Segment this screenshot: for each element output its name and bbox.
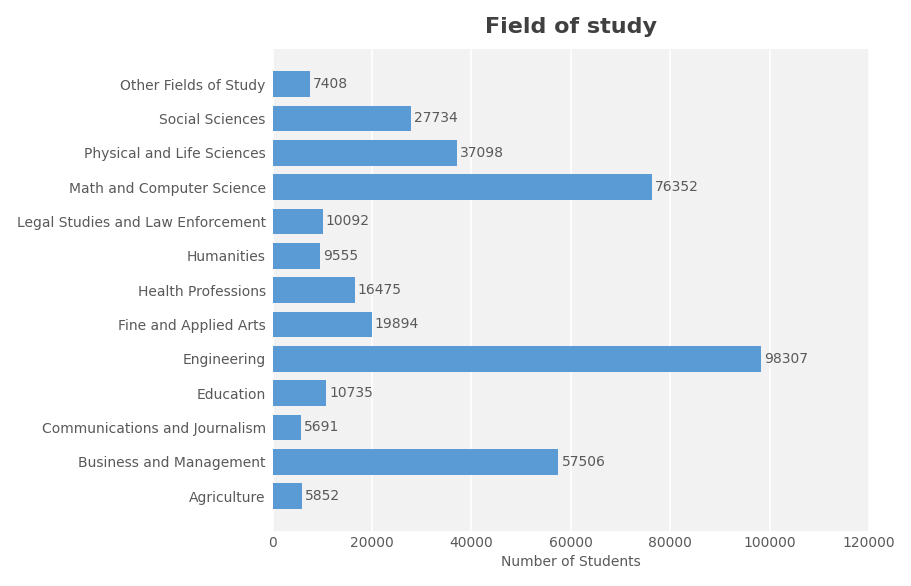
Bar	[272, 380, 326, 406]
Bar	[272, 243, 320, 268]
Bar	[272, 483, 302, 509]
Text: 37098: 37098	[459, 146, 504, 160]
Bar	[272, 209, 322, 234]
Bar	[272, 174, 651, 200]
Text: 5852: 5852	[304, 489, 340, 503]
Text: 10735: 10735	[329, 386, 373, 400]
X-axis label: Number of Students: Number of Students	[500, 556, 640, 570]
Bar	[272, 140, 456, 166]
Bar	[272, 449, 558, 475]
Text: 5691: 5691	[303, 421, 339, 434]
Text: 7408: 7408	[312, 77, 347, 91]
Text: 98307: 98307	[763, 352, 807, 366]
Text: 76352: 76352	[654, 180, 698, 194]
Bar	[272, 105, 410, 131]
Text: 19894: 19894	[374, 318, 418, 332]
Text: 27734: 27734	[413, 111, 456, 125]
Bar	[272, 312, 371, 338]
Bar	[272, 346, 761, 372]
Text: 9555: 9555	[322, 249, 358, 263]
Text: 57506: 57506	[561, 455, 605, 469]
Bar	[272, 277, 354, 303]
Title: Field of study: Field of study	[485, 16, 656, 37]
Bar	[272, 71, 309, 97]
Bar	[272, 415, 301, 440]
Text: 10092: 10092	[325, 214, 370, 229]
Text: 16475: 16475	[357, 283, 401, 297]
